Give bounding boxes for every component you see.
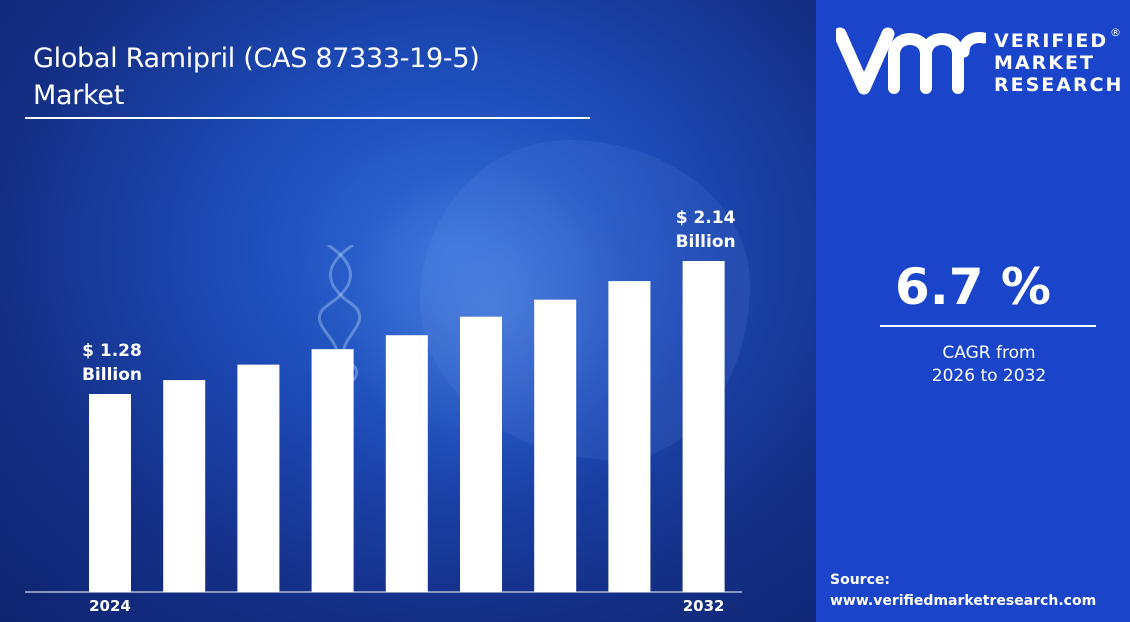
chart-title-line-2: Market — [33, 80, 125, 111]
chart-panel: Global Ramipril (CAS 87333-19-5) Market … — [0, 0, 816, 622]
data-label-2032-line-2: Billion — [676, 232, 736, 252]
brand-line-3: RESEARCH — [994, 74, 1124, 96]
source-url[interactable]: www.verifiedmarketresearch.com — [830, 593, 1097, 609]
cagr-label: CAGR from 2026 to 2032 — [816, 342, 1130, 388]
cagr-label-line-1: CAGR from — [942, 343, 1036, 363]
bar-2027 — [311, 349, 354, 592]
data-label-2024-line-2: Billion — [82, 365, 142, 385]
info-panel: VERIFIED MARKET RESEARCH ® 6.7 % CAGR fr… — [816, 0, 1130, 622]
chart-title-line-1: Global Ramipril (CAS 87333-19-5) — [33, 43, 480, 74]
data-label-2024-line-1: $ 1.28 — [82, 341, 142, 361]
bar-2029 — [460, 316, 502, 592]
x-tick-label-2032: 2032 — [683, 597, 725, 615]
chart-title: Global Ramipril (CAS 87333-19-5) Market — [33, 40, 593, 114]
x-tick-label-2024: 2024 — [89, 597, 131, 615]
bar-2030 — [534, 299, 577, 592]
brand-name: VERIFIED MARKET RESEARCH — [994, 30, 1123, 96]
bar-2024 — [89, 394, 131, 592]
data-label-2032-line-1: $ 2.14 — [676, 208, 736, 228]
cagr-divider — [880, 325, 1096, 327]
bar-2025 — [163, 380, 206, 592]
cagr-label-line-2: 2026 to 2032 — [931, 366, 1047, 386]
bar-2031 — [608, 281, 651, 592]
bar-2026 — [237, 364, 280, 592]
bar-2032 — [682, 261, 725, 592]
bar-chart: 2024 $ 1.28 Billion 2032 $ 2.14 Billion — [0, 0, 816, 622]
cagr-value: 6.7 % — [894, 258, 1052, 316]
brand-line-1: VERIFIED — [994, 30, 1109, 52]
vmr-logo-icon — [836, 27, 986, 95]
title-underline — [25, 117, 590, 119]
source-label: Source: — [830, 572, 890, 588]
source-note: Source: www.verifiedmarketresearch.com — [830, 570, 1096, 612]
brand-logo: VERIFIED MARKET RESEARCH ® — [836, 26, 1126, 96]
registered-mark: ® — [1110, 26, 1121, 39]
bar-2028 — [385, 335, 428, 592]
brand-line-2: MARKET — [994, 52, 1095, 74]
